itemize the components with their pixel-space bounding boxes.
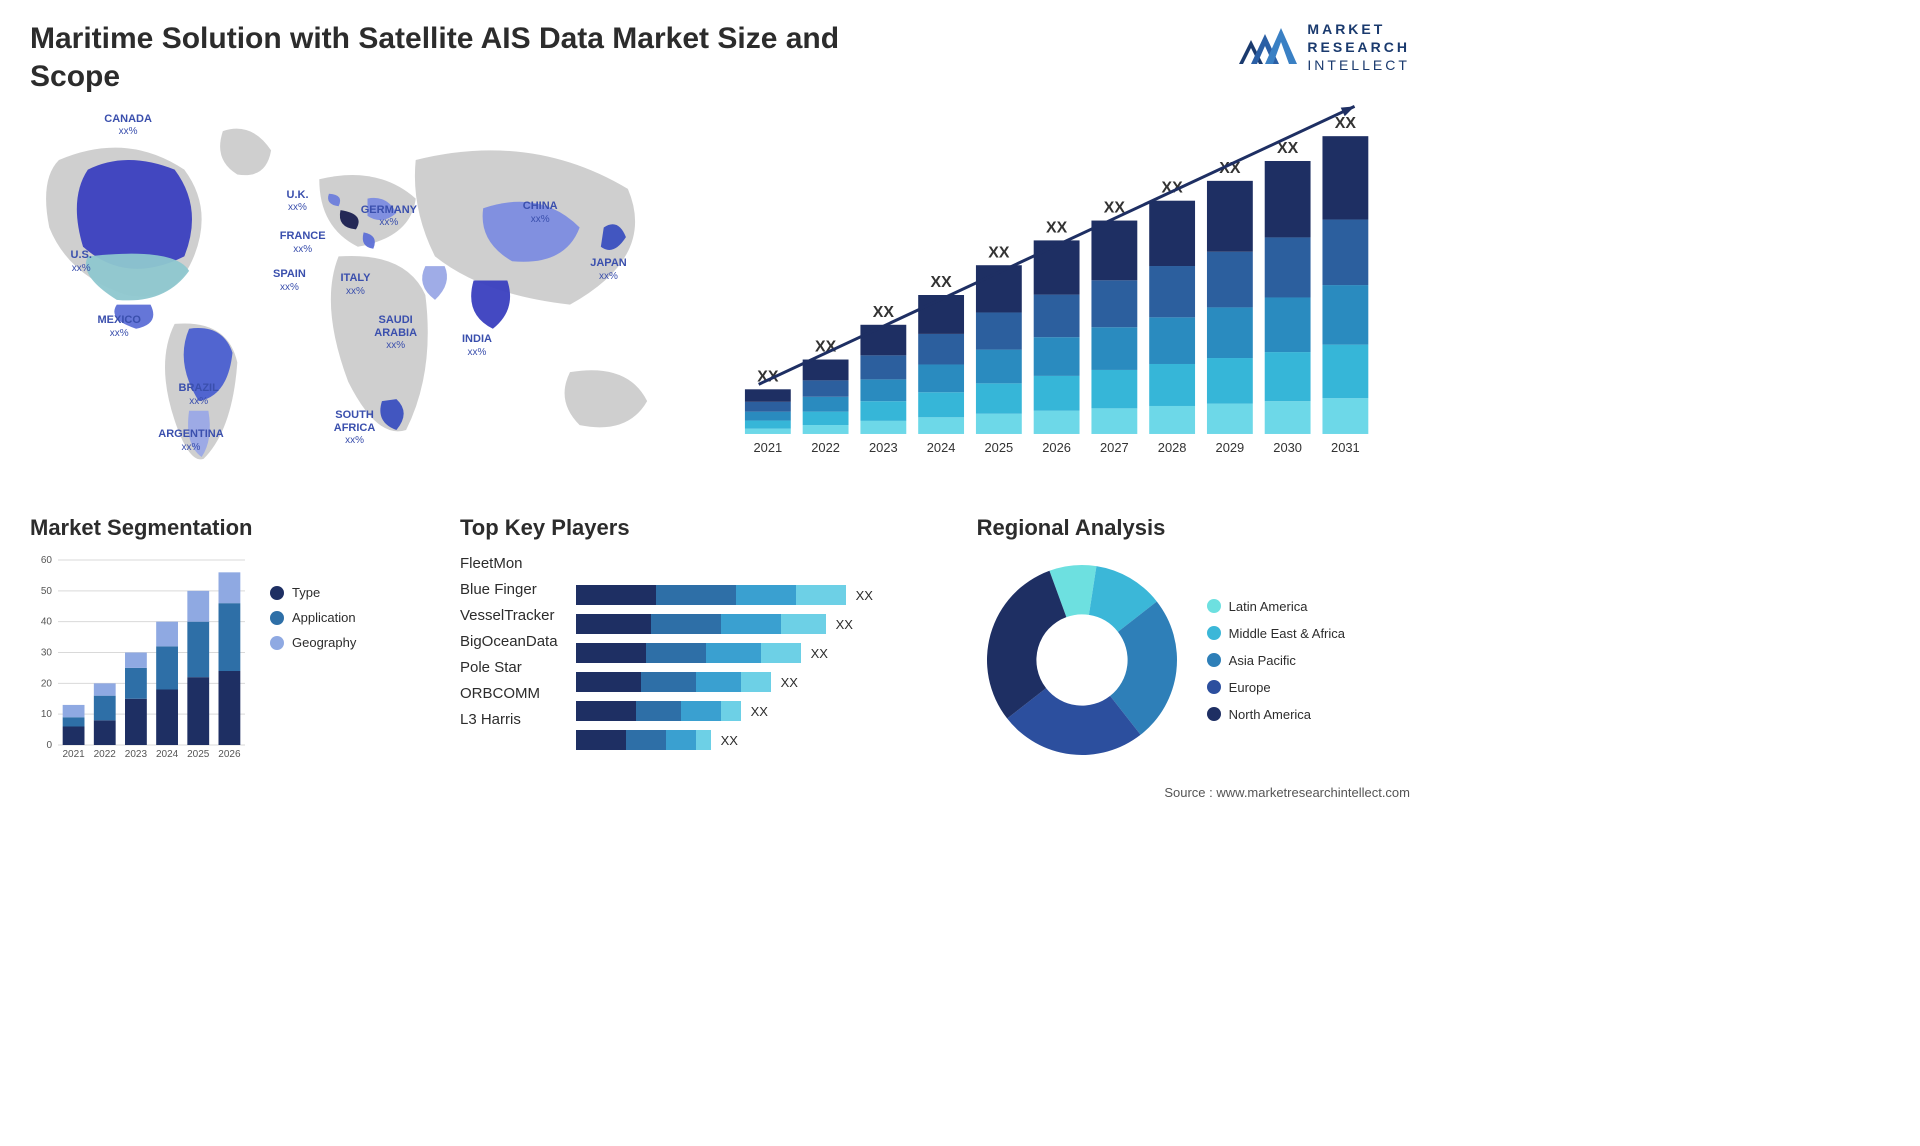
map-country-label: GERMANYxx% [361,204,417,229]
legend-item: Middle East & Africa [1207,626,1345,641]
svg-text:2027: 2027 [1100,440,1129,455]
svg-text:2026: 2026 [1042,440,1071,455]
map-country-label: SOUTHAFRICAxx% [334,409,376,447]
page-title: Maritime Solution with Satellite AIS Dat… [30,20,930,95]
map-country-label: ARGENTINAxx% [158,428,223,453]
player-name: ORBCOMM [460,685,558,702]
player-name: Blue Finger [460,581,558,598]
top-players-bars: XX XX XX XX XX XX [576,555,937,750]
legend-item: Geography [270,635,356,650]
svg-text:40: 40 [41,617,53,628]
svg-text:2028: 2028 [1158,440,1187,455]
source-text: Source : www.marketresearchintellect.com [30,785,1410,800]
svg-text:2022: 2022 [94,749,117,760]
player-name: VesselTracker [460,607,558,624]
logo-icon [1237,22,1297,72]
legend-item: Asia Pacific [1207,653,1345,668]
map-country-label: JAPANxx% [590,257,626,282]
svg-text:2030: 2030 [1273,440,1302,455]
svg-text:50: 50 [41,586,53,597]
player-bar-row: XX [576,614,937,634]
top-players-title: Top Key Players [460,515,937,541]
svg-text:20: 20 [41,678,53,689]
svg-text:2029: 2029 [1216,440,1245,455]
logo: MARKET RESEARCH INTELLECT [1237,20,1410,75]
map-country-label: CHINAxx% [523,200,558,225]
logo-text: MARKET RESEARCH INTELLECT [1307,20,1410,75]
svg-text:2025: 2025 [985,440,1014,455]
segmentation-title: Market Segmentation [30,515,420,541]
world-map-panel: CANADAxx% U.S.xx% MEXICOxx% BRAZILxx% ARGENT… [30,105,705,485]
regional-title: Regional Analysis [977,515,1410,541]
regional-donut [977,555,1187,765]
map-country-label: BRAZILxx% [179,382,219,407]
legend-item: Type [270,585,356,600]
segmentation-chart: 0 10 20 30 40 50 60 2021 2022 2023 2024 2025 2026 [30,555,250,765]
svg-text:2023: 2023 [869,440,898,455]
player-bar-row: XX [576,701,937,721]
player-bar-row: XX [576,643,937,663]
svg-text:2021: 2021 [754,440,783,455]
segmentation-panel: Market Segmentation 0 10 20 30 40 50 60 2021 20… [30,515,420,765]
legend-item: Latin America [1207,599,1345,614]
segmentation-legend: Type Application Geography [270,555,356,650]
map-country-label: MEXICOxx% [98,314,141,339]
map-country-label: SPAINxx% [273,268,306,293]
map-country-label: U.K.xx% [287,189,309,214]
svg-text:XX: XX [988,244,1010,261]
map-country-label: FRANCExx% [280,230,326,255]
regional-panel: Regional Analysis Latin America Middle Ea… [977,515,1410,765]
svg-text:2024: 2024 [927,440,956,455]
svg-text:10: 10 [41,709,53,720]
player-name: FleetMon [460,555,558,572]
svg-text:XX: XX [1335,115,1357,132]
top-players-panel: Top Key Players FleetMon Blue Finger Vesse… [460,515,937,765]
top-players-names: FleetMon Blue Finger VesselTracker BigOcean… [460,555,558,728]
svg-text:2022: 2022 [811,440,840,455]
map-country-label: ITALYxx% [341,272,371,297]
growth-chart-panel: XXXXXXXXXXXXXXXXXXXXXX 20212022202320242… [735,105,1410,485]
regional-legend: Latin America Middle East & Africa Asia Pa… [1207,599,1345,722]
growth-chart: XXXXXXXXXXXXXXXXXXXXXX 20212022202320242… [735,105,1410,485]
player-name: BigOceanData [460,633,558,650]
map-country-label: INDIAxx% [462,333,492,358]
svg-text:30: 30 [41,648,53,659]
svg-text:0: 0 [46,740,52,751]
svg-text:XX: XX [1046,219,1068,236]
svg-text:XX: XX [873,304,895,321]
svg-text:2024: 2024 [156,749,179,760]
player-name: Pole Star [460,659,558,676]
map-country-label: CANADAxx% [104,113,152,138]
player-name: L3 Harris [460,711,558,728]
svg-text:2021: 2021 [62,749,85,760]
svg-text:XX: XX [931,274,953,291]
player-bar-row: XX [576,730,937,750]
player-bar-row: XX [576,672,937,692]
svg-text:2026: 2026 [218,749,241,760]
svg-text:2025: 2025 [187,749,210,760]
svg-text:60: 60 [41,555,53,566]
svg-text:2031: 2031 [1331,440,1360,455]
legend-item: Application [270,610,356,625]
map-country-label: U.S.xx% [71,249,92,274]
player-bar-row: XX [576,585,937,605]
map-country-label: SAUDIARABIAxx% [374,314,417,352]
legend-item: Europe [1207,680,1345,695]
svg-text:2023: 2023 [125,749,148,760]
legend-item: North America [1207,707,1345,722]
